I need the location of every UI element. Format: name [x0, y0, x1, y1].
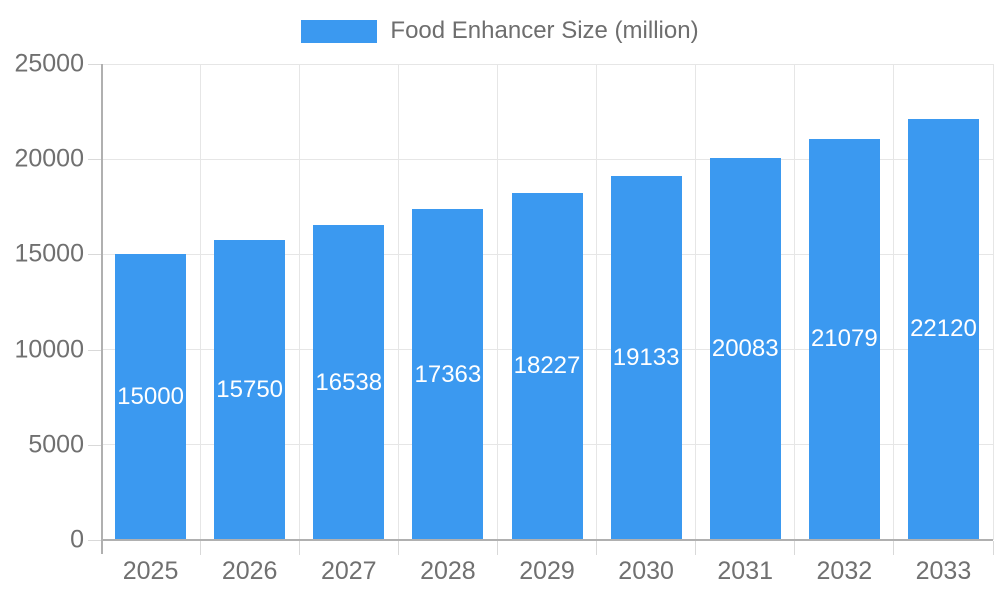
x-axis-tick	[992, 541, 994, 555]
bar-value-label: 15750	[216, 376, 284, 404]
x-axis-tick-label: 2032	[816, 557, 873, 585]
bar-value-label: 22120	[910, 315, 977, 343]
bar-value-label: 15000	[117, 383, 184, 411]
y-axis-tick	[88, 64, 101, 65]
y-axis-tick	[88, 444, 101, 446]
bar-value-label: 16538	[315, 368, 383, 396]
gridline-vertical	[298, 64, 300, 540]
gridline-vertical	[695, 64, 697, 540]
x-axis-tick	[496, 541, 498, 555]
bar[interactable]: 15750	[214, 240, 286, 540]
gridline-horizontal	[101, 63, 993, 65]
bar-value-label: 18227	[513, 352, 581, 380]
x-axis-tick	[298, 541, 300, 555]
x-axis-tick-label: 2027	[320, 557, 377, 585]
y-axis-tick-label: 0	[70, 525, 84, 554]
gridline-vertical	[199, 64, 201, 540]
x-axis-tick	[596, 541, 598, 555]
bar-value-label: 20083	[711, 334, 779, 362]
y-axis-tick-label: 25000	[14, 49, 84, 78]
y-axis-tick-label: 20000	[14, 144, 84, 173]
bar[interactable]: 18227	[511, 192, 583, 540]
bar[interactable]: 16538	[313, 225, 385, 540]
gridline-vertical	[893, 64, 895, 540]
y-axis-tick-label: 15000	[14, 239, 84, 268]
y-axis-line	[101, 64, 103, 554]
x-axis-tick-label: 2026	[221, 557, 278, 585]
x-axis-tick	[893, 541, 895, 555]
x-axis-tick-label: 2031	[717, 557, 774, 585]
bar-value-label: 21079	[810, 325, 878, 353]
gridline-vertical	[596, 64, 598, 540]
x-axis-tick	[695, 541, 697, 555]
legend: Food Enhancer Size (million)	[0, 17, 1000, 45]
x-axis-tick	[199, 541, 201, 555]
gridline-horizontal	[101, 158, 993, 160]
legend-color-swatch	[301, 19, 378, 43]
y-axis-tick	[88, 349, 101, 351]
bar-value-label: 17363	[414, 360, 482, 388]
bar[interactable]: 17363	[412, 209, 484, 540]
bar[interactable]: 20083	[709, 157, 781, 540]
gridline-vertical	[992, 64, 994, 540]
legend-label: Food Enhancer Size (million)	[390, 17, 699, 44]
bar[interactable]: 15000	[115, 254, 187, 540]
x-axis-tick-label: 2028	[420, 557, 476, 585]
bar[interactable]: 21079	[808, 138, 880, 540]
bar[interactable]: 19133	[610, 175, 682, 540]
y-axis-tick-label: 5000	[28, 430, 84, 459]
y-axis-tick-label: 10000	[14, 335, 84, 364]
gridline-vertical	[397, 64, 399, 540]
bar-value-label: 19133	[612, 343, 680, 371]
plot-area: 15000 15750 16538 17363 18227 19133 20083 21079…	[101, 63, 994, 540]
bar[interactable]: 22120	[907, 118, 979, 540]
gridline-vertical	[794, 64, 796, 540]
x-axis-tick-label: 2033	[915, 557, 972, 585]
x-axis-tick	[794, 541, 796, 555]
y-axis-tick	[88, 159, 101, 161]
x-axis-tick	[397, 541, 399, 555]
y-axis-tick	[88, 540, 101, 541]
gridline-vertical	[496, 64, 498, 540]
x-axis-tick-label: 2030	[618, 557, 674, 585]
x-axis-tick-label: 2029	[519, 557, 575, 585]
x-axis-baseline	[101, 539, 993, 541]
x-axis-tick-label: 2025	[122, 557, 179, 585]
legend-item[interactable]: Food Enhancer Size (million)	[301, 17, 699, 45]
y-axis-tick	[88, 254, 101, 256]
